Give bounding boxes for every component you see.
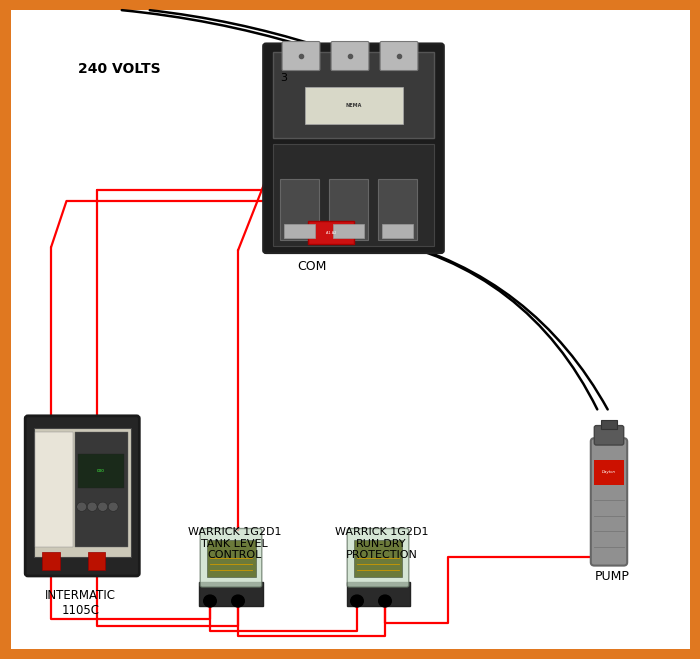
Text: COM: COM bbox=[297, 260, 326, 273]
Circle shape bbox=[351, 596, 363, 606]
Bar bbox=[34, 428, 131, 557]
Circle shape bbox=[108, 502, 118, 511]
Text: WARRICK 1G2D1
TANK LEVEL
CONTROL: WARRICK 1G2D1 TANK LEVEL CONTROL bbox=[188, 527, 281, 560]
FancyBboxPatch shape bbox=[25, 416, 139, 576]
FancyBboxPatch shape bbox=[380, 42, 418, 71]
Text: 3: 3 bbox=[280, 72, 287, 83]
Circle shape bbox=[98, 502, 108, 511]
Text: Dayton: Dayton bbox=[602, 471, 616, 474]
Bar bbox=[382, 223, 413, 238]
Text: 240 VOLTS: 240 VOLTS bbox=[78, 62, 160, 76]
FancyBboxPatch shape bbox=[594, 426, 624, 445]
Bar bbox=[35, 432, 73, 547]
Circle shape bbox=[204, 596, 216, 606]
Circle shape bbox=[379, 596, 391, 606]
Circle shape bbox=[88, 502, 97, 511]
Bar bbox=[601, 420, 617, 429]
Bar bbox=[284, 223, 315, 238]
Circle shape bbox=[351, 595, 363, 607]
Text: INTERMATIC
1105C: INTERMATIC 1105C bbox=[45, 589, 116, 617]
FancyBboxPatch shape bbox=[263, 43, 444, 253]
Circle shape bbox=[232, 596, 244, 606]
Bar bbox=[280, 179, 318, 241]
Bar bbox=[378, 179, 416, 241]
Text: 000: 000 bbox=[97, 469, 105, 473]
Bar bbox=[332, 223, 364, 238]
Bar bbox=[78, 454, 124, 488]
Bar bbox=[594, 460, 624, 485]
Text: A1 A2: A1 A2 bbox=[326, 231, 336, 235]
Circle shape bbox=[204, 595, 216, 607]
Bar bbox=[329, 179, 368, 241]
FancyBboxPatch shape bbox=[591, 438, 627, 565]
Bar bbox=[199, 582, 262, 606]
FancyBboxPatch shape bbox=[282, 42, 320, 71]
Text: WARRICK 1G2D1
RUN-DRY
PROTECTION: WARRICK 1G2D1 RUN-DRY PROTECTION bbox=[335, 527, 428, 560]
FancyBboxPatch shape bbox=[200, 529, 262, 587]
Circle shape bbox=[232, 595, 244, 607]
Text: NEMA: NEMA bbox=[345, 103, 362, 108]
Text: PUMP: PUMP bbox=[595, 570, 630, 583]
Bar bbox=[88, 552, 105, 570]
Bar bbox=[206, 540, 256, 577]
Bar bbox=[354, 540, 402, 577]
Bar bbox=[346, 582, 410, 606]
FancyBboxPatch shape bbox=[347, 529, 409, 587]
Bar bbox=[308, 221, 354, 244]
Bar bbox=[304, 87, 402, 124]
Circle shape bbox=[379, 595, 391, 607]
Bar bbox=[75, 432, 127, 547]
Bar bbox=[273, 144, 434, 246]
FancyBboxPatch shape bbox=[331, 42, 369, 71]
Bar bbox=[273, 52, 434, 138]
Circle shape bbox=[77, 502, 87, 511]
Bar bbox=[42, 552, 60, 570]
